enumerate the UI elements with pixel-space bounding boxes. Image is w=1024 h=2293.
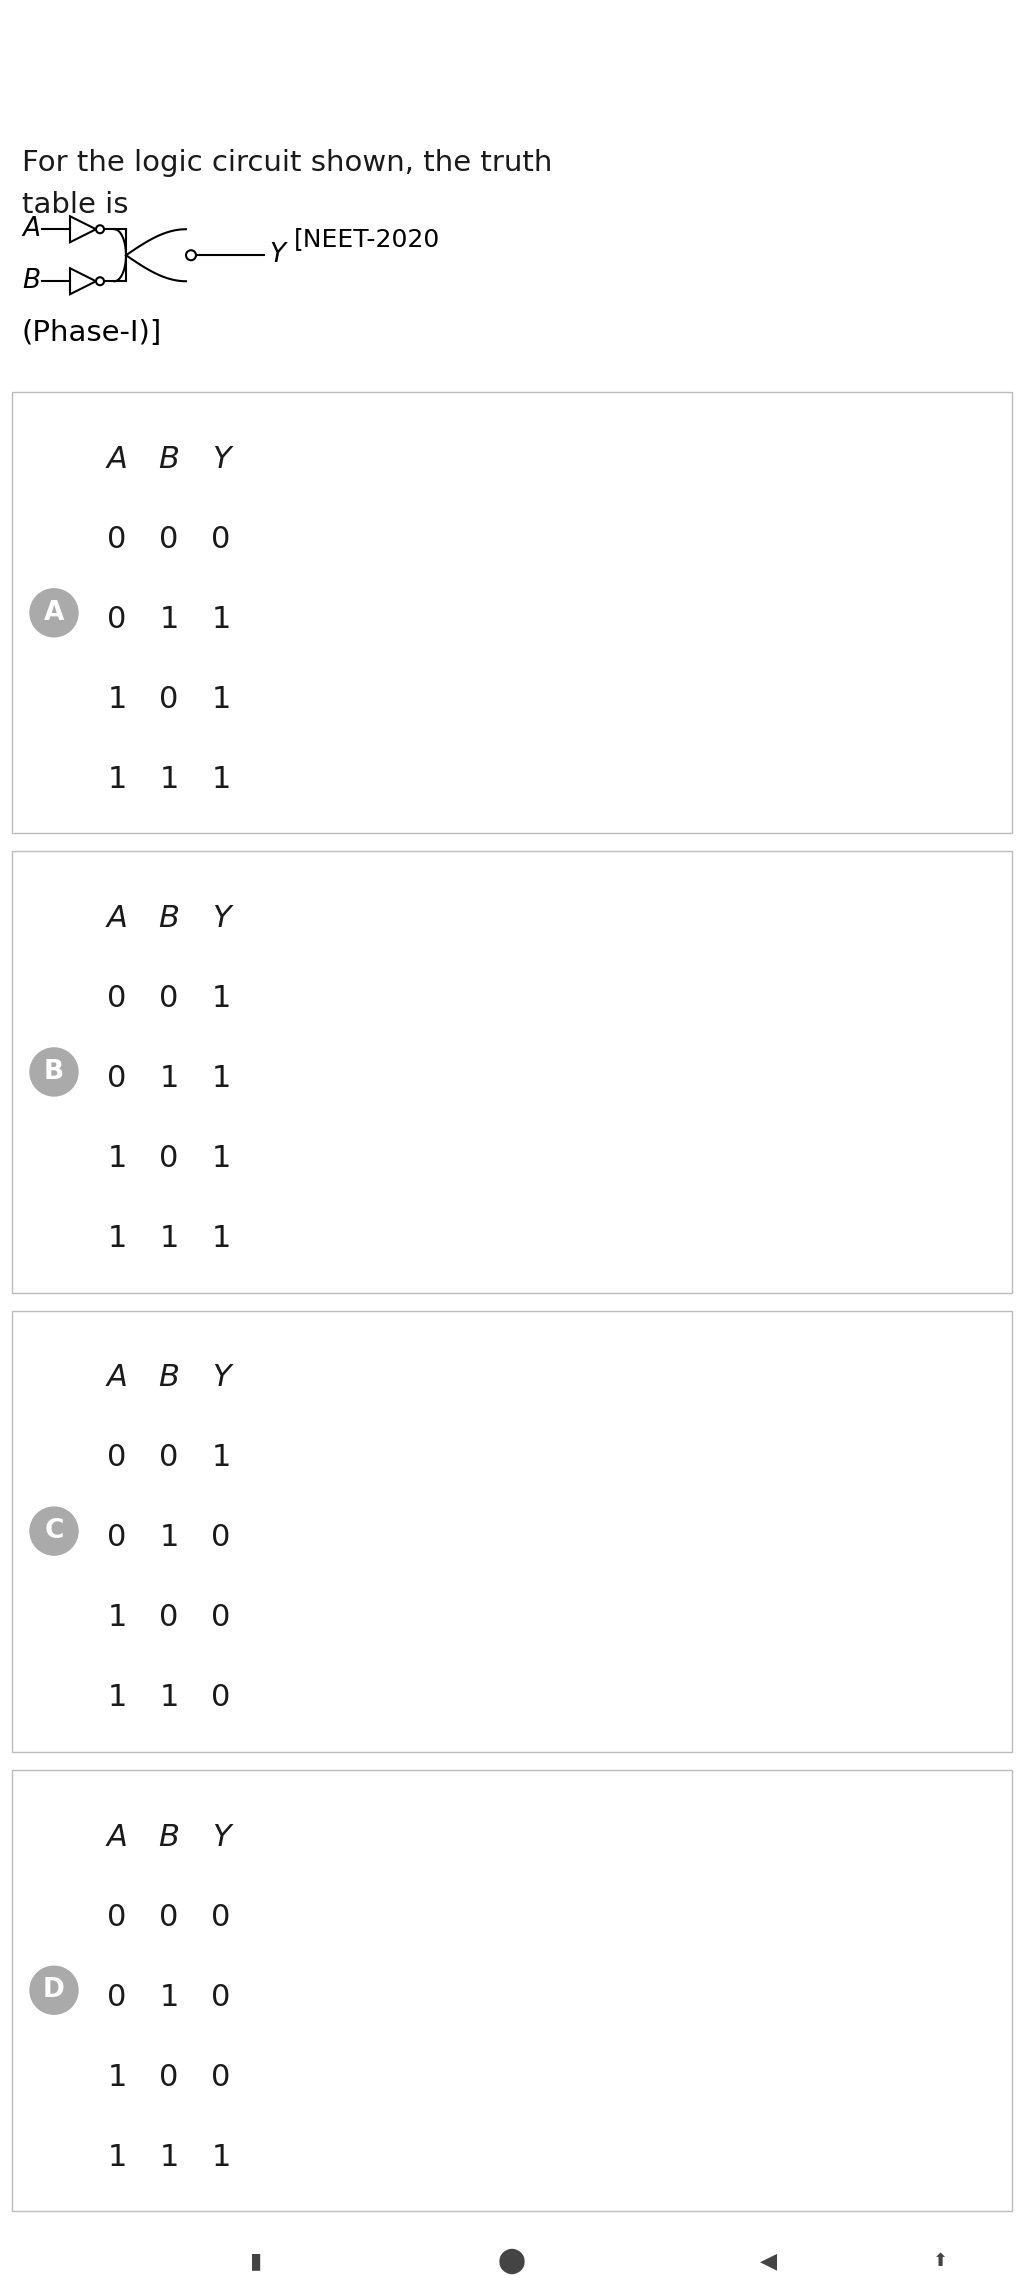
Text: 1: 1 [211,766,230,793]
Text: 0: 0 [160,984,178,1014]
Text: B: B [159,1364,179,1392]
Text: 0: 0 [160,1903,178,1931]
Text: 0: 0 [211,2064,230,2091]
Text: ⬤: ⬤ [498,2247,526,2275]
Circle shape [30,1507,78,1555]
Text: 0: 0 [160,2064,178,2091]
Text: 1: 1 [211,1224,230,1254]
Text: A: A [106,903,127,933]
Text: 0: 0 [160,1144,178,1174]
Text: 0: 0 [108,525,127,555]
Text: 0: 0 [211,525,230,555]
Text: 0: 0 [160,1603,178,1633]
Text: ◀: ◀ [760,2252,776,2270]
Text: 1: 1 [108,1683,127,1713]
Text: Y: Y [212,903,230,933]
FancyBboxPatch shape [12,392,1012,832]
Text: B: B [22,268,40,294]
Text: 1: 1 [211,1144,230,1174]
Text: A: A [106,1823,127,1850]
Text: ←: ← [30,46,55,73]
Text: 0: 0 [211,1603,230,1633]
Text: 0: 0 [160,1445,178,1472]
Text: [NEET-2020: [NEET-2020 [294,227,440,252]
Text: B: B [159,445,179,475]
Text: A: A [22,216,40,243]
Text: 1: 1 [108,686,127,713]
Text: B: B [159,903,179,933]
Text: 0: 0 [211,1523,230,1552]
FancyBboxPatch shape [12,1312,1012,1752]
Text: 0: 0 [108,1445,127,1472]
Text: 0: 0 [108,1523,127,1552]
Circle shape [96,225,104,234]
Text: 1: 1 [211,1064,230,1094]
Text: 0: 0 [108,1903,127,1931]
Text: (Phase-I)]: (Phase-I)] [22,319,162,346]
Text: C: C [44,1518,63,1543]
Circle shape [30,1048,78,1096]
Text: A: A [44,601,65,626]
Text: 1: 1 [160,1523,178,1552]
Text: 1: 1 [160,1224,178,1254]
Text: table is: table is [22,190,128,220]
Text: B: B [159,1823,179,1850]
Text: 1: 1 [211,1445,230,1472]
Text: 0: 0 [160,525,178,555]
Text: Y: Y [212,1364,230,1392]
Text: NEET  2020: NEET 2020 [130,46,324,73]
Text: 1: 1 [108,766,127,793]
Text: 1: 1 [211,984,230,1014]
Text: B: B [44,1059,65,1085]
Text: Y: Y [269,243,285,268]
Text: 1: 1 [160,1983,178,2011]
Text: 1: 1 [211,2142,230,2171]
Text: 0: 0 [108,984,127,1014]
Text: 1: 1 [211,686,230,713]
Text: 1: 1 [160,1683,178,1713]
Text: For the logic circuit shown, the truth: For the logic circuit shown, the truth [22,149,552,177]
Text: Y: Y [212,445,230,475]
Text: 1: 1 [108,1603,127,1633]
Text: 0: 0 [108,1983,127,2011]
Text: 0: 0 [108,605,127,635]
Text: 1: 1 [108,2064,127,2091]
Text: 1: 1 [160,766,178,793]
Text: A: A [106,445,127,475]
Text: 1: 1 [160,2142,178,2171]
Text: 1: 1 [108,1144,127,1174]
Text: ⬆: ⬆ [933,2252,947,2270]
Text: 0: 0 [211,1903,230,1931]
Text: A: A [106,1364,127,1392]
Text: 0: 0 [211,1683,230,1713]
Circle shape [30,589,78,637]
Text: 1: 1 [108,2142,127,2171]
Text: 0: 0 [108,1064,127,1094]
Text: 1: 1 [160,1064,178,1094]
Text: Y: Y [212,1823,230,1850]
Text: 1: 1 [160,605,178,635]
Text: ▮: ▮ [250,2252,262,2270]
Text: 0: 0 [160,686,178,713]
Circle shape [96,277,104,284]
Text: 0: 0 [211,1983,230,2011]
Text: 1: 1 [108,1224,127,1254]
Text: D: D [43,1977,65,2004]
Text: 1: 1 [211,605,230,635]
Circle shape [30,1965,78,2013]
FancyBboxPatch shape [12,851,1012,1293]
Circle shape [186,250,196,259]
FancyBboxPatch shape [12,1770,1012,2210]
